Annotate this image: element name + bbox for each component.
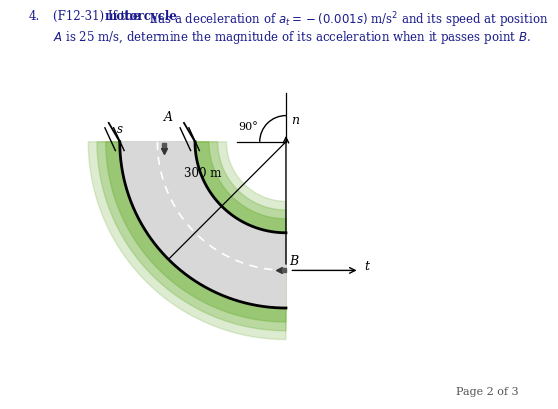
- Polygon shape: [120, 142, 286, 308]
- Text: 90°: 90°: [239, 121, 258, 132]
- Text: t: t: [365, 261, 370, 273]
- Text: Page 2 of 3: Page 2 of 3: [456, 387, 519, 397]
- Text: (F12-31) If the: (F12-31) If the: [53, 10, 143, 23]
- Text: motorcycle: motorcycle: [104, 10, 177, 23]
- Polygon shape: [97, 142, 286, 331]
- Polygon shape: [88, 142, 286, 339]
- Text: 300 m: 300 m: [185, 167, 222, 180]
- Text: B: B: [290, 255, 299, 268]
- Text: A: A: [165, 111, 174, 124]
- Text: 4.: 4.: [29, 10, 40, 23]
- Polygon shape: [106, 142, 286, 322]
- Text: $A$ is 25 m/s, determine the magnitude of its acceleration when it passes point : $A$ is 25 m/s, determine the magnitude o…: [53, 29, 531, 47]
- Text: n: n: [291, 114, 299, 127]
- Text: s: s: [117, 123, 123, 136]
- Text: has a deceleration of $a_t = -(0.001s)$ m/s$^2$ and its speed at position: has a deceleration of $a_t = -(0.001s)$ …: [146, 10, 549, 30]
